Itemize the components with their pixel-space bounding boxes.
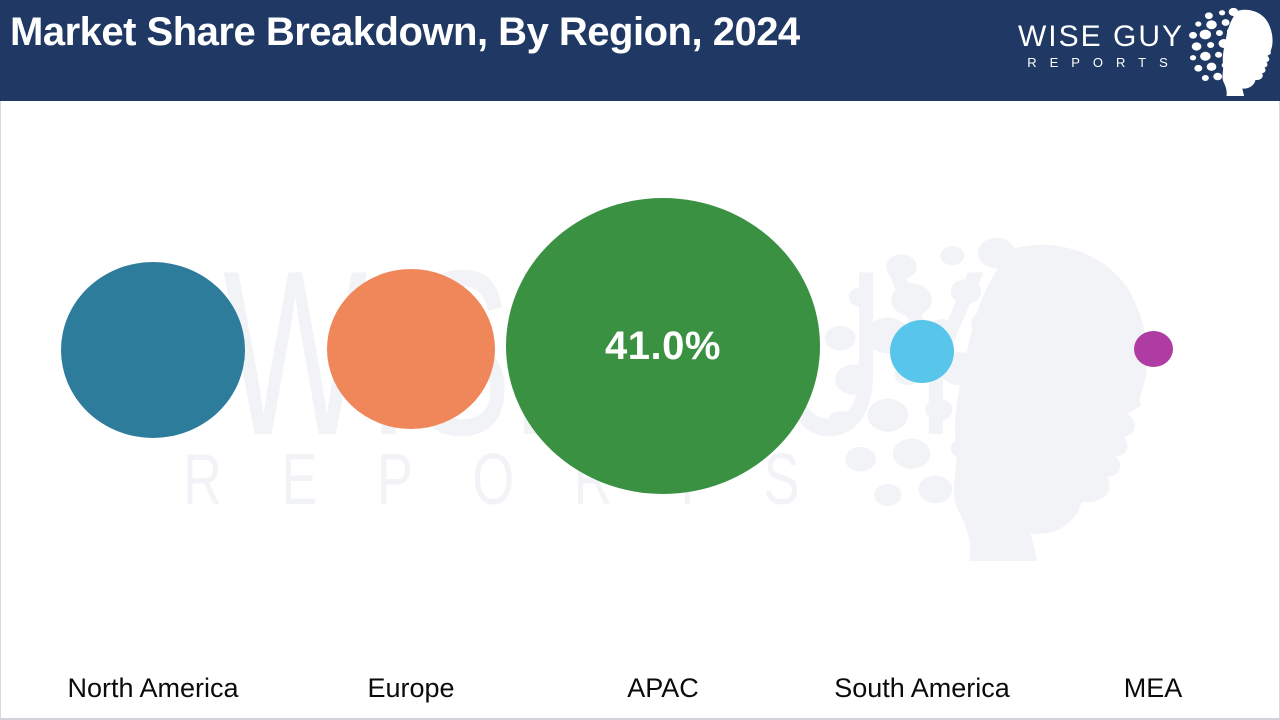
category-label-south-america: South America xyxy=(834,673,1010,703)
category-label-row: North America Europe APAC South America MEA xyxy=(1,101,1279,718)
logo-text: WISE GUY REPORTS xyxy=(1018,20,1184,70)
wise-guy-reports-logo: WISE GUY REPORTS xyxy=(1018,0,1276,101)
category-label-north-america: North America xyxy=(67,673,239,703)
logo-wordmark: WISE GUY xyxy=(1017,20,1184,53)
header-banner: Market Share Breakdown, By Region, 2024 … xyxy=(0,0,1280,101)
category-label-apac: APAC xyxy=(627,673,699,703)
bubble-apac: 41.0% xyxy=(506,198,820,494)
logo-head-icon xyxy=(1186,6,1274,96)
bubble-europe xyxy=(327,269,495,429)
category-label-europe: Europe xyxy=(367,673,455,703)
bubble-mea xyxy=(1133,331,1173,367)
bubble-layer: 41.0% xyxy=(1,101,1279,718)
logo-subtitle: REPORTS xyxy=(1027,55,1181,70)
page-title: Market Share Breakdown, By Region, 2024 xyxy=(10,10,800,54)
bubble-chart: WISE GUY REPORTS 41.0% North AmericaEuro… xyxy=(0,101,1280,720)
bubble-north-america xyxy=(61,262,245,438)
bubble-south-america xyxy=(890,319,954,383)
bubble-value-label-apac: 41.0% xyxy=(605,323,721,368)
category-label-mea: MEA xyxy=(1123,673,1183,703)
